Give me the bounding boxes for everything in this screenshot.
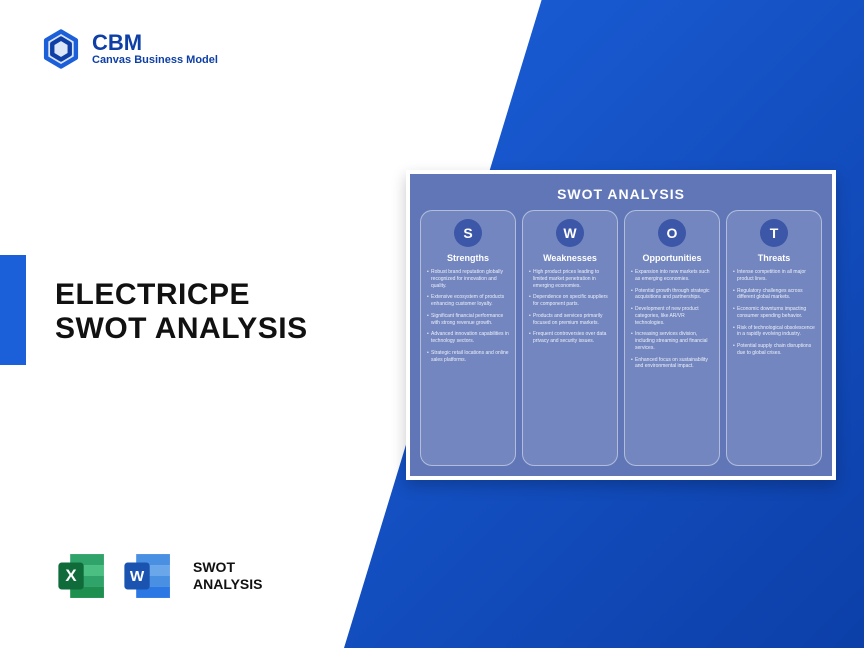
swot-item-list: Robust brand reputation globally recogni… [427, 269, 509, 368]
swot-column: O Opportunities Expansion into new markets… [624, 210, 720, 466]
swot-item: Significant financial performance with s… [427, 313, 509, 327]
svg-text:X: X [65, 566, 77, 585]
headline-line1: ELECTRICPE [55, 278, 308, 312]
logo-mark-icon [40, 28, 82, 70]
swot-item: Expansion into new markets such as emerg… [631, 269, 713, 283]
swot-item: Strategic retail locations and online sa… [427, 350, 509, 364]
swot-item: Robust brand reputation globally recogni… [427, 269, 509, 289]
slide-canvas: CBM Canvas Business Model ELECTRICPE SWO… [0, 0, 864, 648]
swot-item: Advanced innovation capabilities in tech… [427, 331, 509, 345]
headline: ELECTRICPE SWOT ANALYSIS [55, 278, 308, 346]
swot-item: Intense competition in all major product… [733, 269, 815, 283]
swot-item: Enhanced focus on sustainability and env… [631, 357, 713, 371]
swot-column: S Strengths Robust brand reputation global… [420, 210, 516, 466]
swot-item: Products and services primarily focused … [529, 313, 611, 327]
excel-icon: X [55, 549, 109, 603]
swot-item: Risk of technological obsolescence in a … [733, 325, 815, 339]
swot-letter-badge: O [658, 219, 686, 247]
swot-item: Dependence on specific suppliers for com… [529, 294, 611, 308]
swot-column-heading: Strengths [447, 253, 489, 263]
swot-letter-badge: T [760, 219, 788, 247]
brand-abbr: CBM [92, 32, 218, 54]
headline-line2: SWOT ANALYSIS [55, 312, 308, 346]
swot-column-heading: Weaknesses [543, 253, 597, 263]
swot-item-list: High product prices leading to limited m… [529, 269, 611, 350]
swot-card: SWOT ANALYSIS S Strengths Robust brand rep… [406, 170, 836, 480]
swot-item: Potential growth through strategic acqui… [631, 288, 713, 302]
swot-card-title: SWOT ANALYSIS [420, 186, 822, 202]
logo-text: CBM Canvas Business Model [92, 32, 218, 66]
apps-label-line2: ANALYSIS [193, 576, 263, 593]
app-icons-row: X W SWOT ANALYSIS [55, 549, 263, 603]
swot-column: T Threats Intense competition in all major… [726, 210, 822, 466]
swot-letter-badge: S [454, 219, 482, 247]
swot-item: High product prices leading to limited m… [529, 269, 611, 289]
swot-item: Economic downturns impacting consumer sp… [733, 306, 815, 320]
brand-full: Canvas Business Model [92, 54, 218, 66]
apps-label-line1: SWOT [193, 559, 263, 576]
word-icon: W [121, 549, 175, 603]
swot-columns: S Strengths Robust brand reputation global… [420, 210, 822, 466]
swot-item-list: Expansion into new markets such as emerg… [631, 269, 713, 375]
apps-label: SWOT ANALYSIS [193, 559, 263, 593]
swot-column-heading: Opportunities [643, 253, 702, 263]
swot-column: W Weaknesses High product prices leading t… [522, 210, 618, 466]
swot-item: Potential supply chain disruptions due t… [733, 343, 815, 357]
swot-item-list: Intense competition in all major product… [733, 269, 815, 362]
swot-item: Frequent controversies over data privacy… [529, 331, 611, 345]
swot-column-heading: Threats [758, 253, 791, 263]
svg-text:W: W [130, 568, 145, 585]
brand-logo: CBM Canvas Business Model [40, 28, 218, 70]
swot-letter-badge: W [556, 219, 584, 247]
swot-item: Regulatory challenges across different g… [733, 288, 815, 302]
accent-bar [0, 255, 26, 365]
swot-item: Development of new product categories, l… [631, 306, 713, 326]
swot-item: Increasing services division, including … [631, 331, 713, 351]
swot-item: Extensive ecosystem of products enhancin… [427, 294, 509, 308]
